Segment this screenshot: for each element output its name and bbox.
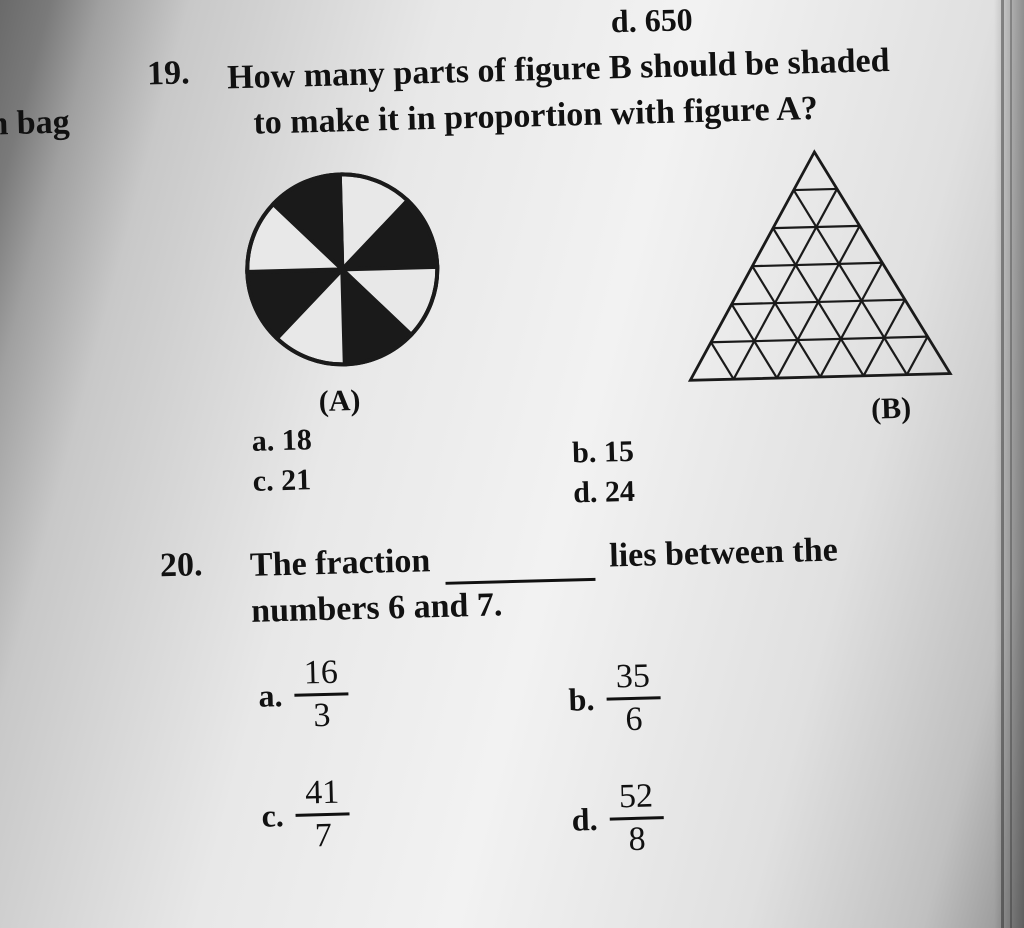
q19-option-d: d. 24 — [573, 475, 636, 511]
q20-text-before: The fraction — [250, 542, 431, 584]
page-edge — [994, 0, 1024, 928]
opt-value: 650 — [644, 1, 693, 38]
opt-letter: d. — [571, 801, 598, 838]
denominator: 8 — [610, 819, 665, 858]
q19-option-a: a. 18 — [251, 423, 312, 459]
opt-letter: c. — [252, 464, 274, 498]
fraction: 41 7 — [295, 774, 351, 854]
q20-option-b: b. 35 6 — [568, 658, 662, 739]
denominator: 3 — [294, 695, 349, 734]
opt-letter: c. — [261, 797, 284, 834]
q19-number: 19. — [147, 54, 190, 93]
opt-letter: a. — [251, 424, 274, 458]
content: d. 650 h bag 19. How many parts of figur… — [0, 0, 1024, 928]
fraction: 35 6 — [605, 658, 661, 738]
figure-b-label: (B) — [871, 392, 912, 427]
figure-a-label: (A) — [318, 384, 361, 419]
numerator: 35 — [605, 658, 660, 700]
opt-letter: b. — [568, 681, 595, 718]
q20-option-d: d. 52 8 — [571, 778, 665, 859]
fraction: 16 3 — [293, 654, 349, 734]
q19-option-b: b. 15 — [572, 435, 635, 471]
numerator: 41 — [295, 774, 350, 816]
opt-letter: d. — [610, 3, 637, 40]
figure-a-pie — [235, 162, 450, 377]
q20-line2: numbers 6 and 7. — [251, 584, 503, 633]
margin-text: h bag — [0, 104, 70, 144]
q20-text-after: lies between the — [609, 532, 838, 575]
opt-letter: d. — [573, 476, 598, 510]
prev-q-option-d: d. 650 — [610, 1, 693, 40]
q20-number: 20. — [159, 546, 202, 585]
denominator: 6 — [606, 699, 661, 738]
opt-letter: b. — [572, 436, 597, 470]
q20-blank — [445, 564, 595, 585]
numerator: 16 — [293, 654, 348, 696]
opt-value: 18 — [281, 423, 312, 457]
q20-option-a: a. 16 3 — [257, 654, 349, 735]
opt-letter: a. — [258, 677, 283, 714]
fraction: 52 8 — [609, 778, 665, 858]
numerator: 52 — [609, 778, 664, 820]
page: d. 650 h bag 19. How many parts of figur… — [0, 0, 1024, 928]
q20-option-c: c. 41 7 — [261, 774, 351, 855]
figure-b-triangle — [674, 138, 960, 385]
q20-line1: The fraction lies between the — [249, 525, 1010, 587]
opt-value: 15 — [603, 435, 634, 469]
opt-value: 21 — [281, 463, 312, 497]
opt-value: 24 — [604, 475, 635, 509]
denominator: 7 — [296, 815, 351, 854]
q19-option-c: c. 21 — [252, 463, 311, 499]
